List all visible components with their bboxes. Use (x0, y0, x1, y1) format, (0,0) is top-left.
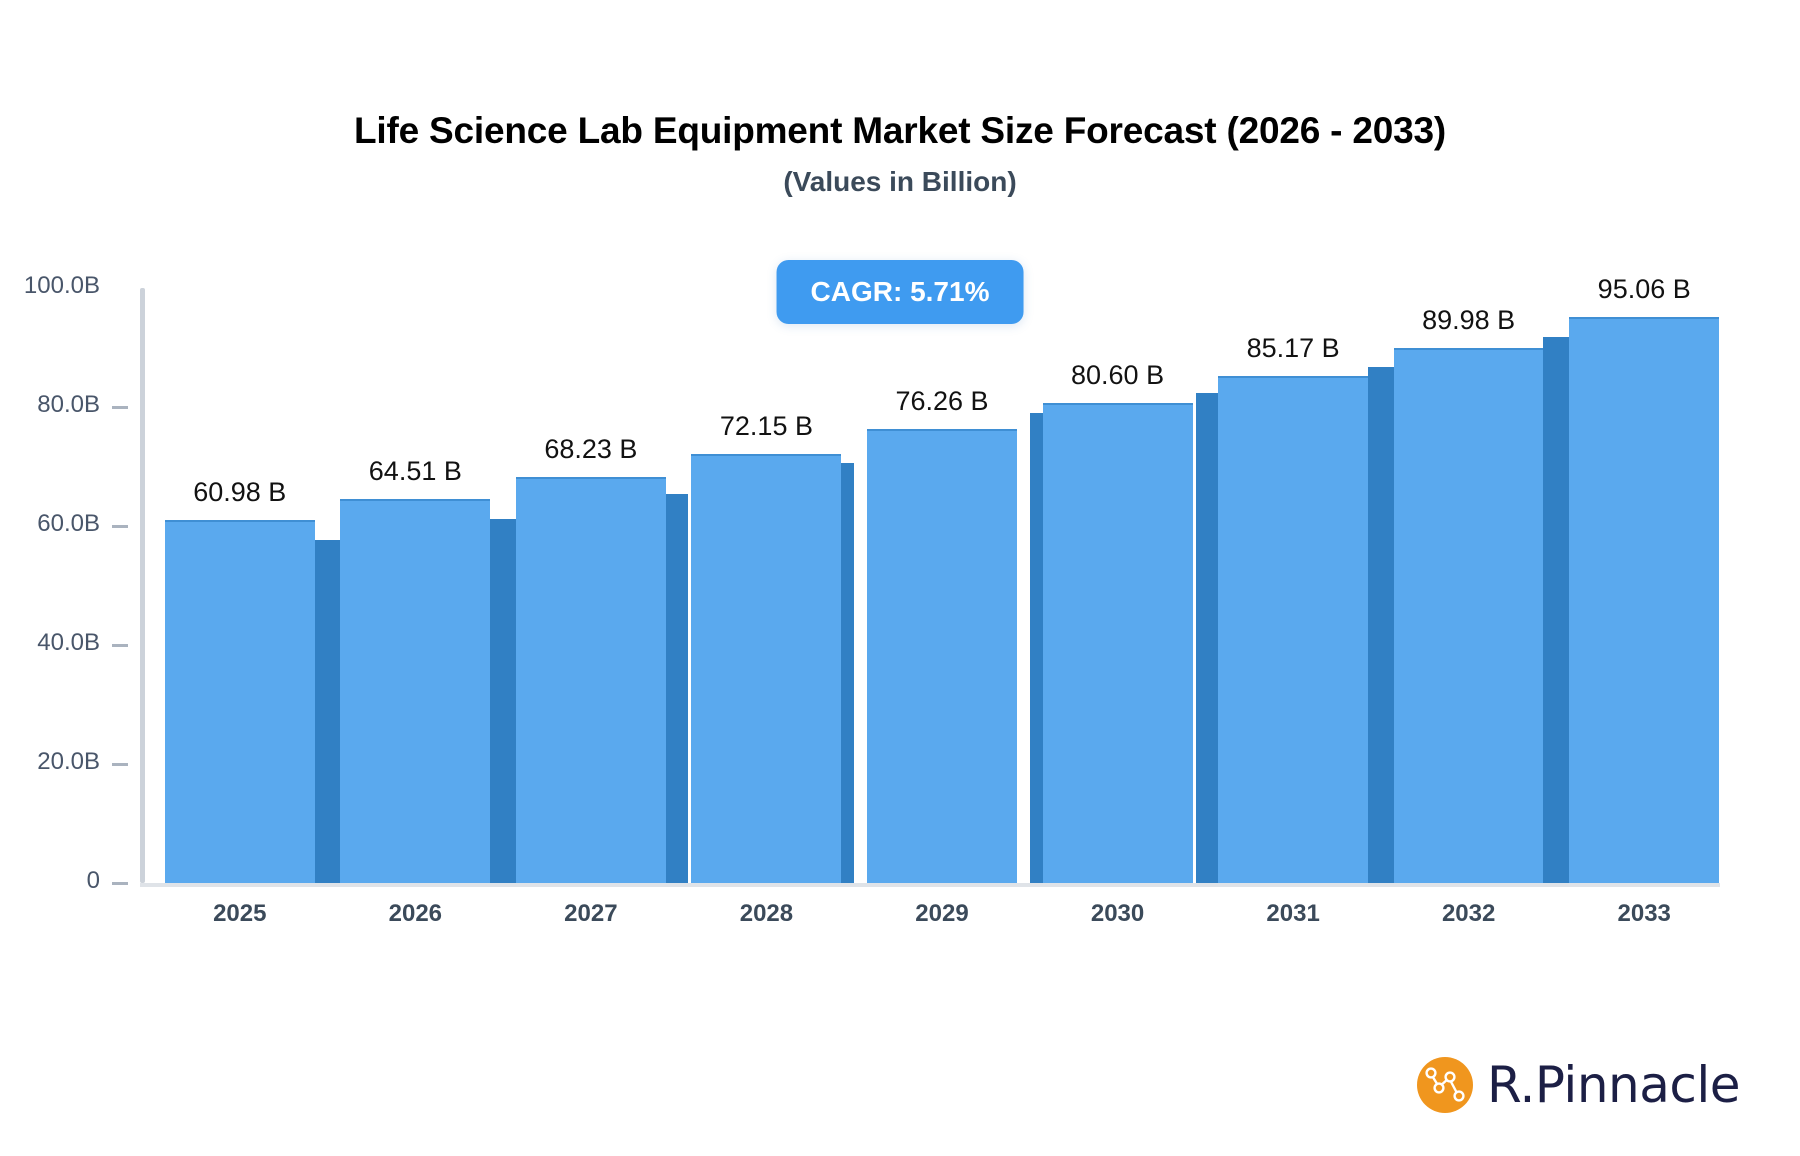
bar-front-face (1218, 376, 1369, 883)
bar-value-label: 68.23 B (544, 434, 638, 465)
bar-front-face (1042, 403, 1193, 883)
y-axis-tick-label: 0 (86, 867, 100, 894)
bar-column[interactable] (1029, 403, 1193, 883)
bar-front-face (691, 453, 842, 883)
network-graph-icon (1417, 1057, 1474, 1113)
bar-column[interactable] (867, 429, 1017, 883)
bar-side-face (314, 539, 341, 883)
x-axis-tick-label: 2027 (564, 900, 618, 927)
bar-front-face (515, 477, 666, 883)
logo-text: R.Pinnacle (1487, 1056, 1740, 1114)
bar-side-face (490, 518, 517, 883)
bar-side-face (1543, 336, 1570, 883)
y-axis-tick-label: 80.0B (37, 391, 100, 418)
bar-value-label: 85.17 B (1246, 333, 1340, 364)
y-axis-tick-mark (112, 525, 128, 528)
x-axis-tick-label: 2026 (388, 900, 443, 927)
bar-front-face (1569, 317, 1720, 883)
bar-front-face (1393, 347, 1544, 883)
x-axis-tick-label: 2030 (1090, 900, 1145, 927)
bar-column[interactable] (340, 499, 517, 883)
bar-column[interactable] (164, 520, 341, 883)
bar-value-label: 80.60 B (1071, 360, 1165, 391)
bar-value-label: 72.15 B (719, 410, 813, 441)
y-axis-tick-mark (112, 644, 128, 647)
bar-front-face (867, 429, 1017, 883)
y-axis-tick-label: 100.0B (23, 272, 100, 299)
plot-area: 60.98 B 64.51 B 68.23 B 72.15 B 76.26 B 80.60… (140, 274, 1720, 927)
bar-column[interactable] (691, 453, 855, 883)
bar-front-face (164, 520, 315, 883)
bar-value-label: 76.26 B (895, 386, 989, 417)
brand-logo: R.Pinnacle (1417, 1056, 1740, 1114)
bar-value-label: 64.51 B (368, 456, 462, 487)
chart-subtitle: (Values in Billion) (783, 166, 1017, 197)
bar-series: 60.98 B 64.51 B 68.23 B 72.15 B 76.26 B 80.60… (140, 274, 1720, 883)
bar-front-face (340, 499, 491, 883)
y-axis-tick-label: 40.0B (37, 629, 100, 656)
y-axis-line (140, 288, 145, 883)
bar-side-face (1196, 392, 1219, 883)
chart-title: Life Science Lab Equipment Market Size F… (353, 110, 1447, 151)
bar-side-face (1029, 413, 1043, 883)
bar-side-face (841, 463, 855, 883)
x-axis-tick-label: 2032 (1441, 900, 1496, 927)
x-axis-line (140, 883, 1720, 887)
bar-column[interactable] (1367, 347, 1544, 883)
bar-value-label: 89.98 B (1422, 304, 1516, 335)
y-axis-tick-mark (112, 763, 128, 766)
bar-column[interactable] (515, 477, 688, 883)
x-axis-tick-label: 2033 (1617, 900, 1671, 927)
x-axis-tick-label: 2031 (1266, 900, 1320, 927)
x-axis-tick-label: 2029 (915, 900, 969, 927)
bar-column[interactable] (1543, 317, 1720, 883)
bar-side-face (1367, 367, 1394, 883)
x-axis-tick-label: 2028 (739, 900, 794, 927)
cagr-badge: CAGR: 5.71% (776, 260, 1024, 324)
y-axis-tick-label: 20.0B (37, 748, 100, 775)
bar-value-label: 95.06 B (1597, 274, 1691, 305)
y-axis-tick-mark (112, 882, 128, 885)
x-axis-tick-label: 2025 (213, 900, 267, 927)
bar-column[interactable] (1196, 376, 1369, 883)
y-axis-tick-mark (112, 406, 128, 409)
bar-side-face (665, 493, 688, 883)
y-axis-tick-label: 60.0B (37, 510, 100, 537)
bar-value-label: 60.98 B (193, 477, 287, 508)
